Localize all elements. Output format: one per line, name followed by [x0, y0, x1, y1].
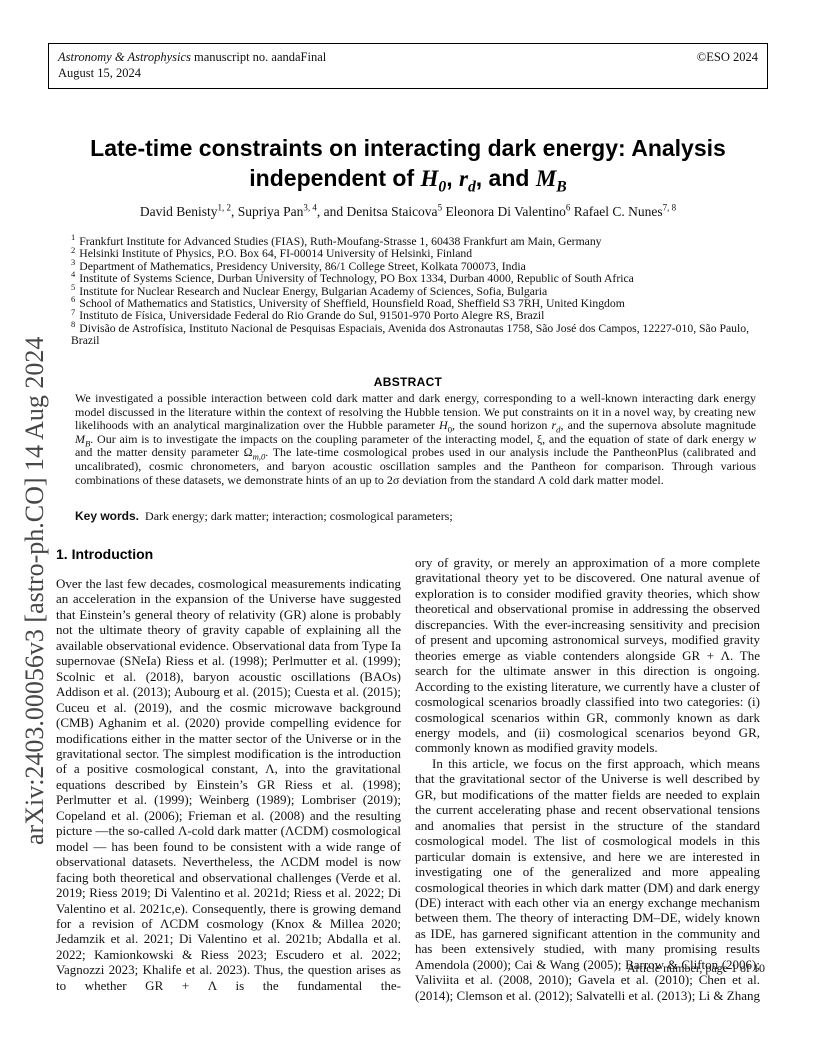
author: Denitsa Staicova5 — [346, 202, 443, 219]
header-date: August 15, 2024 — [58, 66, 141, 80]
affiliation: 7 Instituto de Física, Universidade Feder… — [71, 306, 545, 323]
keywords-label: Key words. — [75, 509, 140, 523]
affiliation: 2 Helsinki Institute of Physics, P.O. Box… — [71, 244, 473, 261]
abstract-heading: ABSTRACT — [373, 375, 443, 389]
copyright-notice: ©ESO 2024 — [696, 50, 758, 64]
affiliation-list: 1 Frankfurt Institute for Advanced Studie… — [71, 232, 763, 348]
affiliation: 3 Department of Mathematics, Presidency U… — [71, 256, 526, 273]
author: David Benisty1, 2, — [139, 202, 238, 219]
left-column: Over the last few decades, cosmological … — [56, 576, 401, 1003]
intro-paragraph-right-2: In this article, we focus on the first a… — [415, 755, 760, 1003]
page-number-footer: Article number, page 1 of 10 — [626, 961, 765, 975]
intro-paragraph-right-1: ory of gravity, or merely an approximati… — [415, 555, 760, 756]
title-line2: independent of H0, rd, and MB — [249, 165, 567, 196]
author-list: David Benisty1, 2, Supriya Pan3, 4, and … — [48, 203, 768, 220]
author: Supriya Pan3, 4, and — [237, 202, 347, 219]
affiliation: 1 Frankfurt Institute for Advanced Studie… — [71, 232, 602, 248]
section-heading-introduction: 1. Introduction — [56, 546, 154, 562]
affiliation: 5 Institute for Nuclear Research and Nucl… — [71, 281, 548, 298]
author: Rafael C. Nunes7, 8 — [573, 202, 677, 219]
manuscript-header-left: Astronomy & Astrophysics manuscript no. … — [58, 49, 326, 81]
intro-paragraph-left: Over the last few decades, cosmological … — [56, 576, 401, 993]
journal-line: Astronomy & Astrophysics manuscript no. … — [58, 49, 326, 65]
author: Eleonora Di Valentino6 — [445, 202, 571, 219]
arxiv-stamp: arXiv:2403.00056v3 [astro-ph.CO] 14 Aug … — [20, 336, 49, 845]
manuscript-number: manuscript no. aandaFinal — [190, 50, 327, 64]
keywords-text: Dark energy; dark matter; interaction; c… — [145, 509, 453, 523]
affiliation: 6 School of Mathematics and Statistics, U… — [71, 294, 625, 311]
body-columns: Over the last few decades, cosmological … — [56, 555, 760, 1003]
affiliation: 4 Institute of Systems Science, Durban Un… — [71, 269, 634, 286]
right-column: ory of gravity, or merely an approximati… — [415, 555, 760, 1003]
abstract-text: We investigated a possible interaction b… — [75, 391, 757, 487]
title-line1: Late-time constraints on interacting dar… — [90, 135, 726, 161]
paper-title: Late-time constraints on interacting dar… — [48, 133, 768, 196]
affiliation: 8 Divisão de Astrofísica, Instituto Nacio… — [71, 318, 750, 348]
keywords-line: Key words. Dark energy; dark matter; inte… — [75, 509, 756, 523]
journal-name: Astronomy & Astrophysics — [58, 50, 191, 64]
manuscript-header: Astronomy & Astrophysics manuscript no. … — [48, 43, 768, 89]
